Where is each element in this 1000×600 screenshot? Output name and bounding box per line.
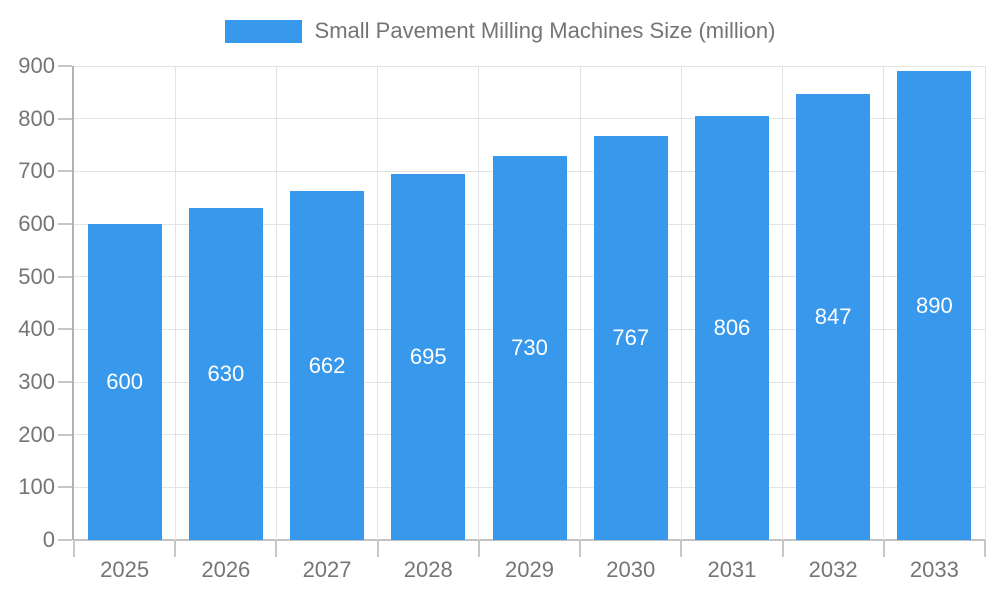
y-axis-tick	[58, 223, 72, 225]
bar-2028[interactable]: 695	[391, 173, 466, 540]
y-axis-tick	[58, 170, 72, 173]
x-axis-tick	[73, 540, 75, 557]
gridline-vertical	[883, 66, 885, 540]
x-axis-tick-label: 2033	[909, 557, 959, 582]
x-axis-tick	[477, 540, 480, 557]
bar-2031[interactable]: 806	[694, 115, 769, 540]
x-axis-tick	[680, 540, 683, 557]
y-axis-labels: 0 100 200 300 400 500 600 700 800 900	[0, 53, 55, 552]
gridline-vertical	[984, 66, 986, 540]
y-axis-tick	[58, 486, 72, 489]
legend-item[interactable]: Small Pavement Milling Machines Size (mi…	[0, 17, 1000, 45]
y-axis-tick	[58, 539, 72, 541]
gridline-vertical	[782, 66, 784, 540]
bar-value-label: 662	[308, 352, 346, 378]
bar-value-label: 847	[814, 303, 852, 329]
x-axis-tick-label: 2030	[606, 557, 656, 582]
bar-value-label: 695	[409, 343, 447, 369]
y-axis-tick	[58, 381, 72, 383]
gridline-vertical	[680, 66, 682, 540]
gridline-vertical	[377, 66, 379, 540]
bar-value-label: 600	[106, 369, 143, 394]
x-axis-tick	[275, 540, 278, 557]
legend-swatch	[224, 19, 302, 43]
gridline-vertical	[174, 66, 176, 540]
legend-label: Small Pavement Milling Machines Size (mi…	[314, 18, 776, 43]
bar-2027[interactable]: 662	[290, 191, 365, 540]
y-axis-tick-label: 600	[18, 211, 55, 236]
y-axis-tick	[58, 117, 72, 120]
y-axis-tick-label: 800	[18, 105, 55, 131]
bar-2025[interactable]: 600	[87, 224, 162, 540]
x-axis-tick	[882, 540, 885, 557]
bar-value-label: 767	[612, 325, 650, 350]
x-axis-tick	[174, 540, 177, 557]
y-axis-tick-label: 0	[42, 527, 55, 552]
x-axis-line	[74, 539, 985, 541]
x-axis-tick-label: 2031	[707, 557, 757, 582]
y-axis-tick-label: 900	[18, 53, 55, 78]
bar-value-label: 730	[511, 334, 548, 360]
x-axis-tick-label: 2032	[808, 557, 858, 582]
x-axis-tick-label: 2026	[201, 557, 251, 582]
x-axis-labels: 2025 2026 2027 2028 2029 2030 2031 2032 2033	[74, 556, 985, 586]
bar-2030[interactable]: 767	[593, 136, 668, 540]
y-axis-tick-label: 500	[18, 263, 55, 289]
bar-2029[interactable]: 730	[492, 155, 567, 540]
y-axis-tick	[58, 328, 72, 331]
x-axis-tick	[781, 540, 784, 557]
y-axis-tick-label: 700	[18, 158, 55, 184]
gridline-horizontal	[74, 118, 985, 120]
gridline-vertical	[579, 66, 581, 540]
bar-2032[interactable]: 847	[796, 93, 871, 540]
x-axis-tick	[984, 540, 986, 557]
x-axis-tick	[376, 540, 379, 557]
bar-value-label: 806	[713, 314, 751, 340]
bar-value-label: 630	[207, 361, 245, 387]
y-axis-tick	[58, 65, 72, 67]
gridline-vertical	[275, 66, 277, 540]
y-axis-tick-label: 400	[18, 316, 55, 342]
y-axis-tick-label: 300	[18, 369, 55, 394]
bar-2033[interactable]: 890	[897, 71, 972, 540]
gridline-vertical	[478, 66, 480, 540]
gridline-horizontal	[74, 65, 985, 67]
y-axis-tick	[58, 433, 72, 436]
x-axis-tick-label: 2028	[403, 557, 453, 582]
y-axis-tick	[58, 275, 72, 278]
x-axis-tick-label: 2025	[100, 557, 150, 582]
x-axis-tick-label: 2029	[505, 557, 554, 582]
bar-value-label: 890	[916, 292, 953, 318]
y-axis-line	[72, 66, 74, 540]
y-axis-tick-label: 100	[18, 474, 55, 500]
x-axis-tick-label: 2027	[302, 557, 352, 582]
plot-area: 600 630 662 695 730 767 806 847 890	[58, 65, 986, 557]
bar-2026[interactable]: 630	[188, 208, 263, 540]
x-axis-tick	[579, 540, 582, 557]
y-axis-tick-label: 200	[18, 421, 55, 447]
